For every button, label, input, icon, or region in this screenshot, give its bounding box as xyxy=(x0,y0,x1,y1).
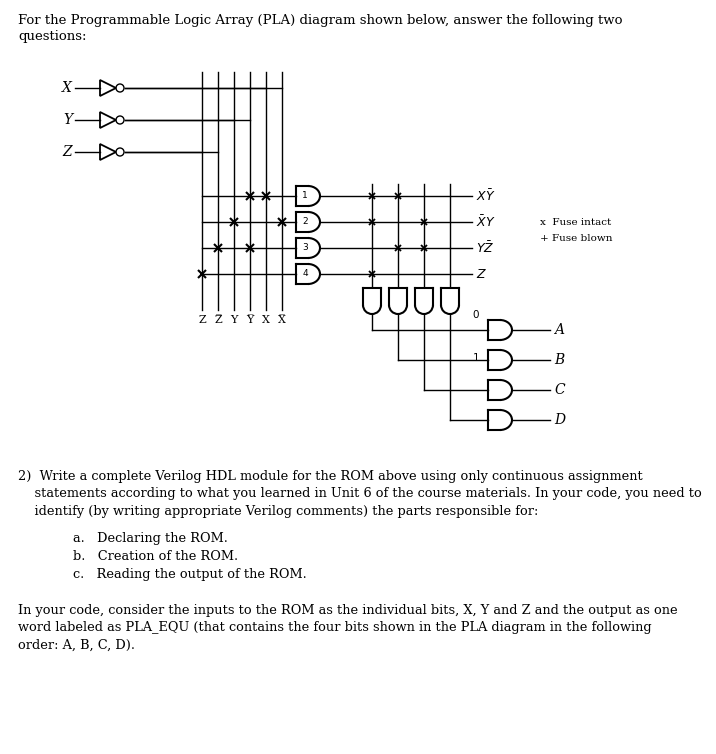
Text: 1: 1 xyxy=(302,192,308,201)
Text: $\bar{X}Y$: $\bar{X}Y$ xyxy=(476,214,495,230)
Text: $Z$: $Z$ xyxy=(476,268,487,280)
Text: X: X xyxy=(62,81,72,95)
Text: c.   Reading the output of the ROM.: c. Reading the output of the ROM. xyxy=(73,568,306,581)
Text: Y: Y xyxy=(231,315,238,325)
Text: D: D xyxy=(554,413,565,427)
Text: B: B xyxy=(554,353,564,367)
Text: + Fuse blown: + Fuse blown xyxy=(540,234,612,243)
Text: C: C xyxy=(554,383,565,397)
Text: Z̅: Z̅ xyxy=(214,315,222,325)
Text: Y: Y xyxy=(63,113,72,127)
Text: Z: Z xyxy=(198,315,205,325)
Text: For the Programmable Logic Array (PLA) diagram shown below, answer the following: For the Programmable Logic Array (PLA) d… xyxy=(18,14,622,27)
Text: 1: 1 xyxy=(473,353,479,363)
Text: In your code, consider the inputs to the ROM as the individual bits, X, Y and Z : In your code, consider the inputs to the… xyxy=(18,604,677,652)
Text: Z: Z xyxy=(62,145,72,159)
Text: questions:: questions: xyxy=(18,30,87,43)
Text: $X\bar{Y}$: $X\bar{Y}$ xyxy=(476,188,495,204)
Text: Y̅: Y̅ xyxy=(246,315,253,325)
Text: 2: 2 xyxy=(302,217,308,226)
Text: X̅: X̅ xyxy=(278,315,286,325)
Text: b.   Creation of the ROM.: b. Creation of the ROM. xyxy=(73,550,238,563)
Text: 0: 0 xyxy=(473,310,479,320)
Text: a.   Declaring the ROM.: a. Declaring the ROM. xyxy=(73,532,228,545)
Text: 3: 3 xyxy=(302,244,308,253)
Text: 2)  Write a complete Verilog HDL module for the ROM above using only continuous : 2) Write a complete Verilog HDL module f… xyxy=(18,470,702,518)
Text: x  Fuse intact: x Fuse intact xyxy=(540,218,611,227)
Text: A: A xyxy=(554,323,564,337)
Text: X: X xyxy=(262,315,270,325)
Text: 4: 4 xyxy=(302,269,308,278)
Text: $Y\bar{Z}$: $Y\bar{Z}$ xyxy=(476,241,495,256)
